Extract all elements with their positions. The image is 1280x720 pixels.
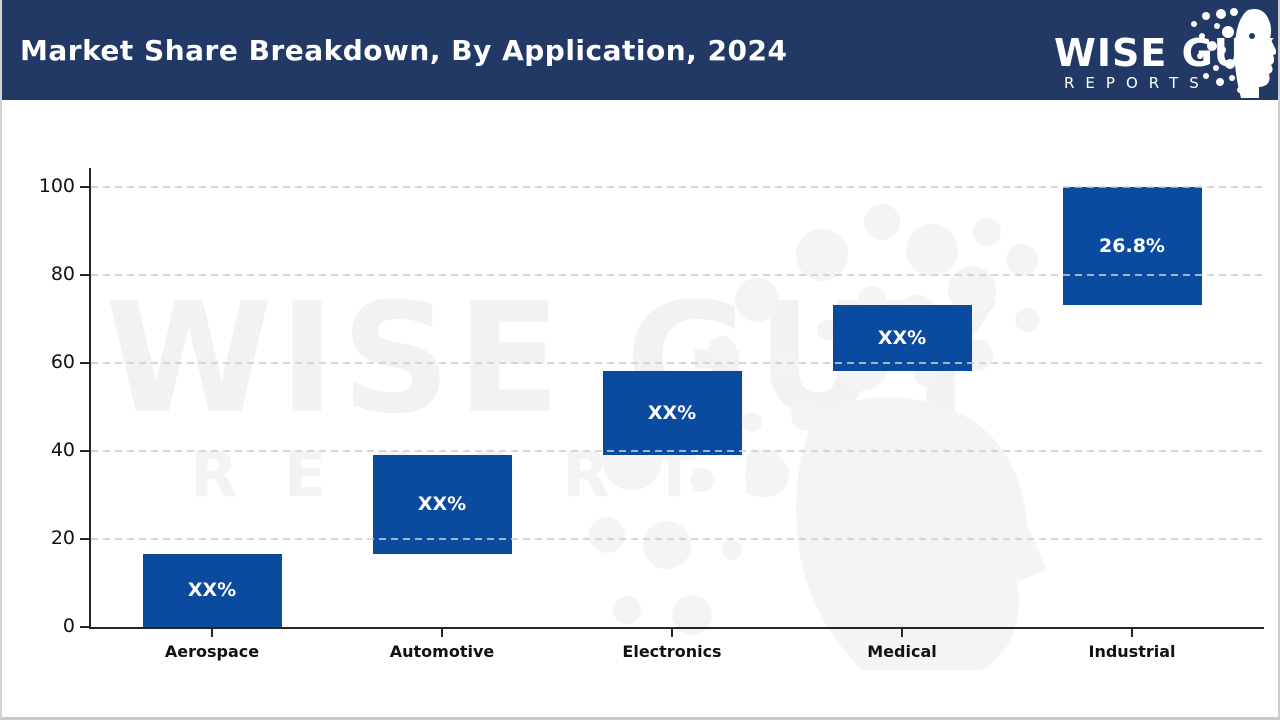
x-tick-label-medical: Medical — [867, 642, 937, 661]
x-tick-label-aerospace: Aerospace — [164, 642, 260, 661]
bar-aerospace: XX% — [142, 553, 282, 627]
bar-value-label: XX% — [417, 493, 467, 516]
logo-sub: REPORTS — [1064, 74, 1210, 92]
wise-guy-logo: WISE GUY REPORTS — [1016, 2, 1277, 98]
y-tick-label-80: 80 — [50, 263, 75, 285]
x-tick-electronics — [671, 629, 673, 637]
bar-value-label: XX% — [877, 326, 927, 349]
y-tick-40 — [80, 450, 89, 452]
bar-value-label: XX% — [647, 401, 697, 424]
y-tick-label-20: 20 — [50, 527, 75, 549]
y-tick-100 — [80, 186, 89, 188]
x-axis-line — [89, 627, 1264, 629]
x-tick-label-automotive: Automotive — [389, 642, 495, 661]
y-axis-line — [89, 168, 91, 629]
y-tick-label-0: 0 — [62, 615, 75, 637]
x-tick-automotive — [441, 629, 443, 637]
gridline-y-20 — [91, 538, 1264, 540]
y-tick-60 — [80, 362, 89, 364]
x-tick-aerospace — [211, 629, 213, 637]
gridline-y-80 — [91, 274, 1264, 276]
gridline-y-100 — [91, 186, 1264, 188]
header: Market Share Breakdown, By Application, … — [2, 0, 1278, 100]
bar-industrial: 26.8% — [1062, 187, 1202, 305]
y-tick-label-60: 60 — [50, 351, 75, 373]
y-tick-label-40: 40 — [50, 439, 75, 461]
y-tick-label-100: 100 — [38, 175, 75, 197]
bar-value-label: 26.8% — [1099, 234, 1165, 257]
page-title: Market Share Breakdown, By Application, … — [20, 33, 788, 67]
x-tick-industrial — [1131, 629, 1133, 637]
x-tick-medical — [901, 629, 903, 637]
gridline-y-60 — [91, 362, 1264, 364]
y-tick-80 — [80, 274, 89, 276]
bar-electronics: XX% — [602, 370, 742, 455]
logo-face-eye — [1249, 33, 1255, 39]
logo-face-profile — [1234, 9, 1277, 98]
x-tick-label-industrial: Industrial — [1088, 642, 1176, 661]
gridline-y-40 — [91, 450, 1264, 452]
y-tick-20 — [80, 538, 89, 540]
bar-medical: XX% — [832, 304, 972, 371]
watermark-head-graphic — [589, 204, 1047, 670]
y-tick-0 — [80, 626, 89, 628]
x-tick-label-electronics: Electronics — [622, 642, 722, 661]
bar-value-label: XX% — [187, 579, 237, 602]
bar-automotive: XX% — [372, 454, 512, 554]
